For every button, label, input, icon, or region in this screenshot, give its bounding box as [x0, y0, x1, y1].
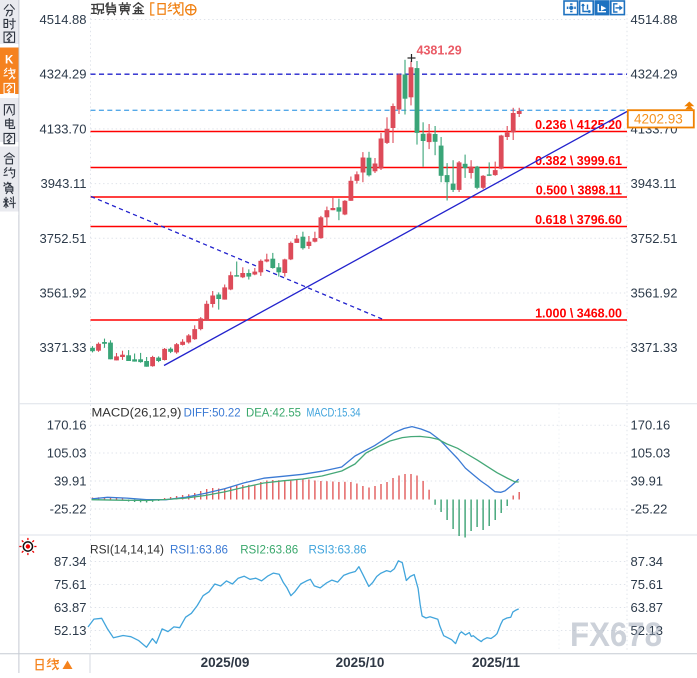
svg-text:3752.51: 3752.51: [631, 231, 678, 246]
svg-text:39.91: 39.91: [54, 474, 87, 489]
svg-text:3371.33: 3371.33: [40, 340, 87, 355]
svg-text:DEA:42.55: DEA:42.55: [246, 406, 301, 420]
svg-text:4133.70: 4133.70: [40, 121, 87, 136]
svg-text:RSI(14,14,14): RSI(14,14,14): [90, 543, 164, 557]
svg-text:RSI3:63.86: RSI3:63.86: [309, 543, 367, 557]
svg-text:2025/10: 2025/10: [336, 655, 385, 670]
svg-text:0.382 \ 3999.61: 0.382 \ 3999.61: [535, 154, 622, 168]
svg-text:FX678: FX678: [570, 616, 662, 654]
svg-text:K: K: [5, 55, 14, 67]
svg-text:3943.11: 3943.11: [631, 176, 677, 191]
svg-text:63.87: 63.87: [631, 600, 664, 615]
svg-text:4324.29: 4324.29: [40, 67, 87, 82]
svg-text:RSI2:63.86: RSI2:63.86: [240, 543, 298, 557]
svg-text:0.500 \ 3898.11: 0.500 \ 3898.11: [536, 184, 622, 198]
svg-text:-25.22: -25.22: [50, 502, 87, 517]
svg-text:RSI1:63.86: RSI1:63.86: [170, 543, 228, 557]
svg-text:1.000 \ 3468.00: 1.000 \ 3468.00: [535, 307, 622, 321]
svg-text:170.16: 170.16: [631, 418, 671, 433]
svg-text:87.34: 87.34: [631, 554, 664, 569]
svg-text:3943.11: 3943.11: [40, 176, 86, 191]
svg-text:4514.88: 4514.88: [631, 12, 678, 27]
svg-text:63.87: 63.87: [54, 600, 87, 615]
svg-text:52.13: 52.13: [631, 623, 664, 638]
svg-text:75.61: 75.61: [631, 577, 664, 592]
svg-text:170.16: 170.16: [47, 418, 87, 433]
svg-text:3561.92: 3561.92: [631, 286, 678, 301]
svg-text:DIFF:50.22: DIFF:50.22: [184, 406, 241, 420]
svg-text:105.03: 105.03: [631, 446, 671, 461]
svg-text:75.61: 75.61: [54, 577, 87, 592]
svg-text:52.13: 52.13: [54, 623, 87, 638]
svg-text:MACD(26,12,9): MACD(26,12,9): [92, 406, 182, 420]
svg-text:3752.51: 3752.51: [40, 231, 87, 246]
svg-text:MACD:15.34: MACD:15.34: [307, 406, 361, 420]
svg-text:0.236 \ 4125.20: 0.236 \ 4125.20: [535, 118, 622, 132]
svg-text:-25.22: -25.22: [631, 502, 668, 517]
svg-text:87.34: 87.34: [54, 554, 87, 569]
svg-text:2025/11: 2025/11: [472, 655, 521, 670]
svg-text:39.91: 39.91: [631, 474, 664, 489]
svg-text:105.03: 105.03: [47, 446, 87, 461]
svg-text:3561.92: 3561.92: [40, 286, 87, 301]
svg-text:4381.29: 4381.29: [417, 44, 462, 58]
svg-text:3371.33: 3371.33: [631, 340, 678, 355]
svg-text:4324.29: 4324.29: [631, 67, 678, 82]
svg-text:2025/09: 2025/09: [201, 655, 250, 670]
svg-text:4202.93: 4202.93: [634, 112, 683, 127]
svg-text:4514.88: 4514.88: [40, 12, 87, 27]
svg-text:0.618 \ 3796.60: 0.618 \ 3796.60: [535, 213, 622, 227]
